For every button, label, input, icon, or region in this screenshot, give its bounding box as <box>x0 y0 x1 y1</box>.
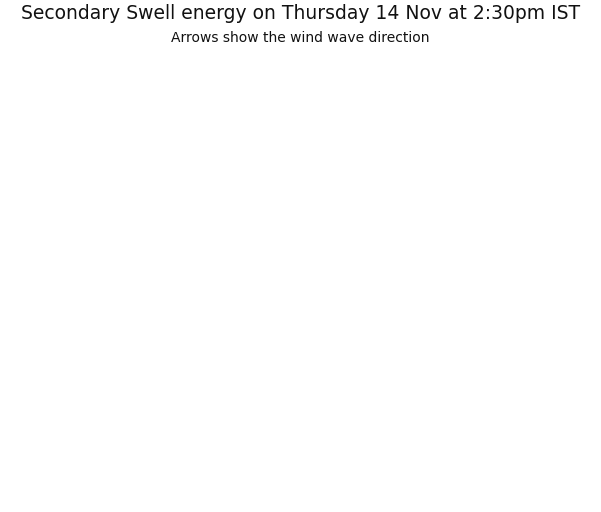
Text: Secondary Swell energy on Thursday 14 Nov at 2:30pm IST: Secondary Swell energy on Thursday 14 No… <box>21 4 580 23</box>
Text: Map (cartopy not available): Map (cartopy not available) <box>204 273 397 287</box>
Text: Arrows show the wind wave direction: Arrows show the wind wave direction <box>171 31 430 45</box>
